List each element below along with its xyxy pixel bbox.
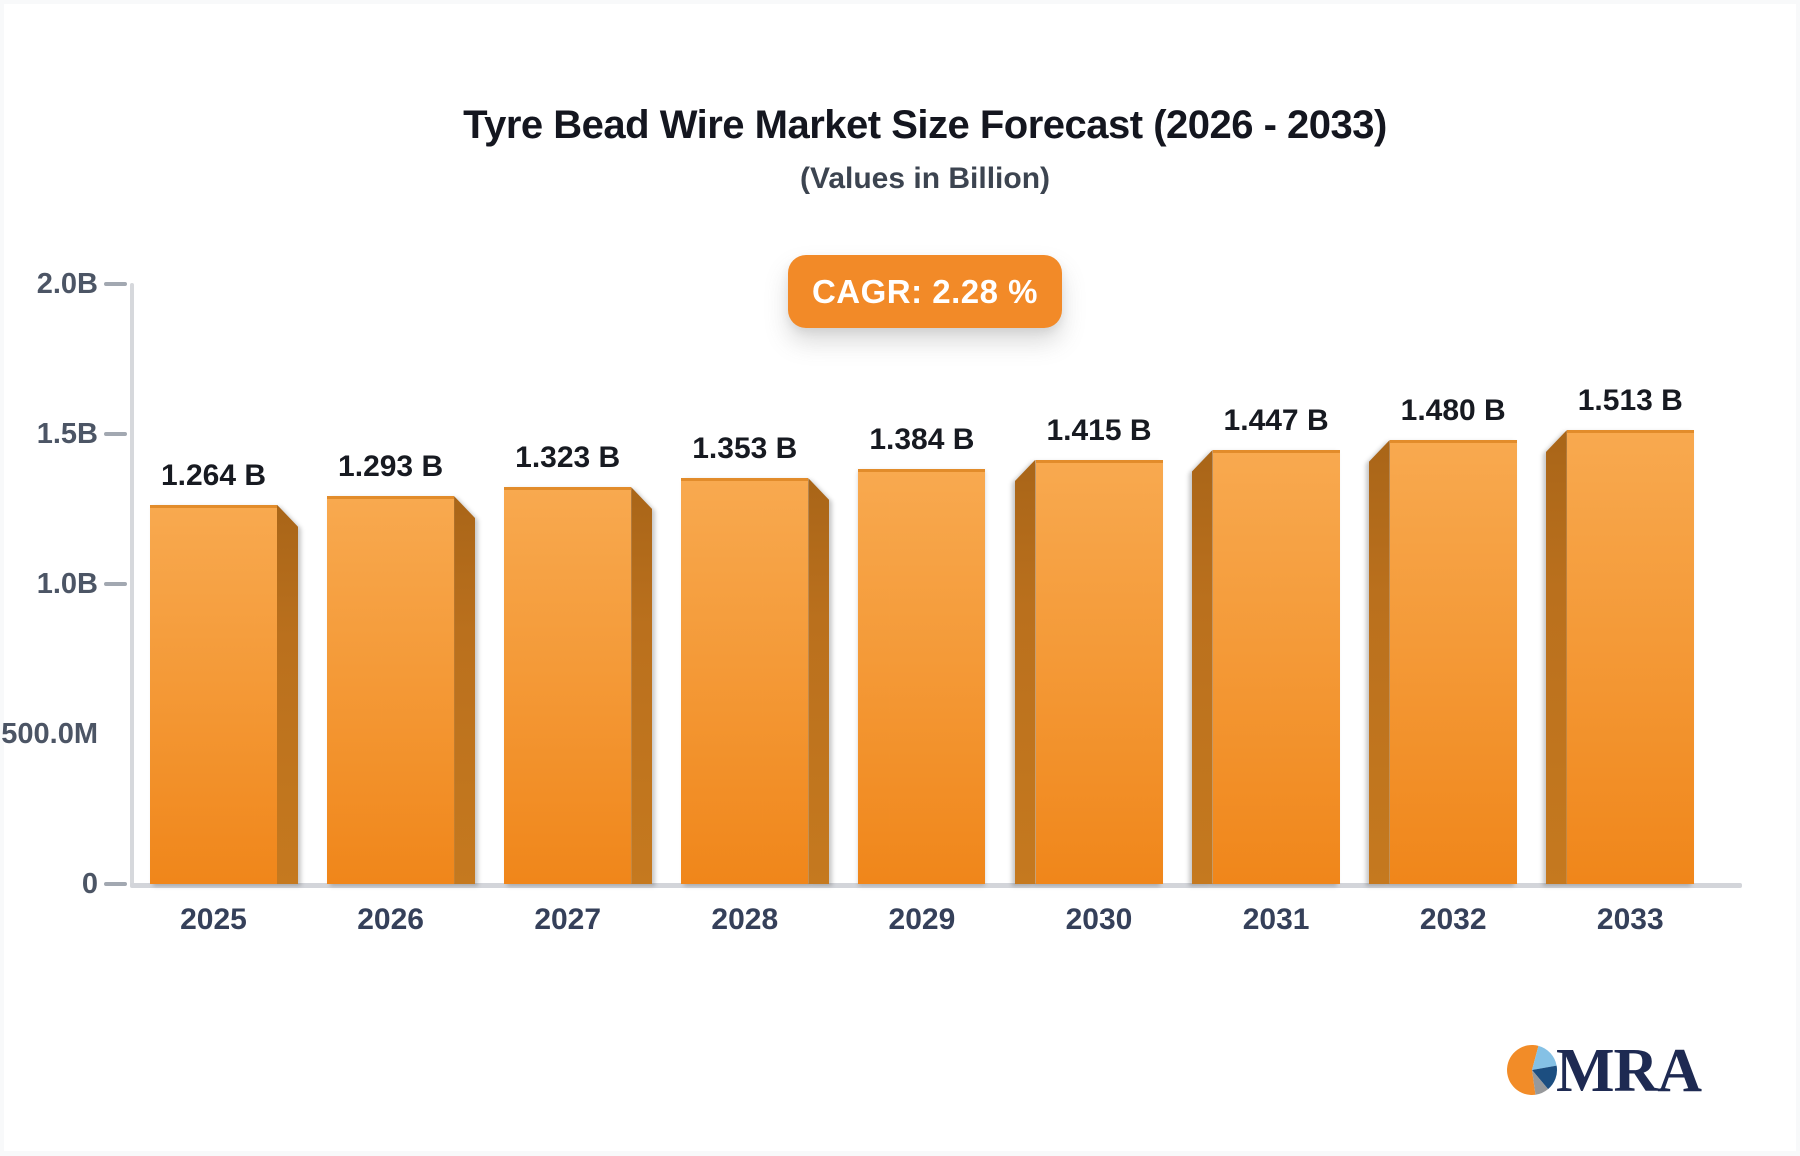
y-axis-tick-mark: [104, 282, 127, 286]
bar-side-face: [454, 496, 476, 884]
x-axis-line: [130, 883, 1742, 888]
bar-side-face: [1014, 459, 1036, 884]
bar-face: [150, 504, 277, 884]
bar-value-label: 1.323 B: [515, 441, 621, 475]
bar-value-label: 1.384 B: [869, 422, 975, 456]
bar-2033: [1545, 430, 1694, 884]
bar-face: [1212, 449, 1340, 884]
bar-2027: [504, 487, 653, 884]
y-axis-tick-label: 1.0B: [36, 568, 98, 600]
bar-2028: [681, 478, 830, 884]
bar-face: [504, 487, 632, 884]
bar-2032: [1368, 440, 1517, 884]
bar-face: [327, 496, 455, 884]
bar-side-face: [1191, 449, 1213, 884]
y-axis-tick-label: 500.0M: [1, 718, 98, 750]
bar-value-label: 1.353 B: [692, 432, 798, 466]
mra-logo: MRA: [1506, 1038, 1746, 1104]
bar-side-face: [808, 478, 830, 884]
bar-2030: [1014, 459, 1163, 884]
x-axis-label: 2026: [357, 903, 424, 936]
pie-chart-icon: [1507, 1045, 1557, 1096]
x-axis-label: 2029: [888, 903, 956, 936]
bar-face: [858, 468, 986, 884]
cagr-badge: CAGR: 2.28 %: [788, 255, 1062, 328]
y-axis-tick-mark: [104, 432, 127, 436]
x-axis-label: 2025: [180, 903, 247, 936]
bar-2025: [150, 504, 298, 884]
x-axis-label: 2030: [1065, 903, 1133, 936]
bar-2029: [858, 468, 986, 884]
y-axis-tick-label: 0: [81, 868, 98, 900]
pie-slice-gray: [1532, 1070, 1549, 1095]
y-axis-tick-label: 1.5B: [36, 418, 98, 450]
bar-2026: [327, 496, 476, 884]
pie-slice-light-blue: [1532, 1045, 1557, 1070]
bar-face: [681, 478, 809, 884]
y-axis-tick-label: 2.0B: [36, 268, 98, 300]
bar-value-label: 1.264 B: [160, 458, 267, 492]
chart-subtitle: (Values in Billion): [799, 162, 1051, 195]
y-axis-line: [130, 283, 134, 886]
page-title: Tyre Bead Wire Market Size Forecast (202…: [463, 103, 1387, 147]
bar-face: [1035, 459, 1163, 884]
bar-side-face: [277, 504, 298, 884]
bar-value-label: 1.447 B: [1223, 403, 1329, 437]
bar-side-face: [1368, 440, 1390, 884]
y-axis-tick-mark: [104, 582, 127, 586]
mra-logo-text: MRA: [1556, 1037, 1702, 1105]
bar-side-face: [1545, 430, 1567, 884]
x-axis-label: 2032: [1419, 903, 1487, 936]
bar-face: [1566, 430, 1694, 884]
bar-value-label: 1.480 B: [1400, 394, 1506, 427]
x-axis-label: 2033: [1596, 903, 1664, 936]
x-axis-label: 2028: [711, 903, 779, 936]
bar-value-label: 1.415 B: [1046, 413, 1152, 447]
bar-side-face: [631, 487, 653, 884]
bar-2031: [1191, 449, 1340, 884]
bar-value-label: 1.293 B: [338, 450, 444, 484]
x-axis-label: 2031: [1242, 903, 1310, 936]
pie-slice-orange: [1507, 1045, 1539, 1096]
pie-slice-navy: [1532, 1065, 1557, 1090]
bar-value-label: 1.513 B: [1577, 384, 1683, 418]
y-axis-tick-mark: [104, 882, 127, 886]
bar-face: [1389, 440, 1517, 884]
x-axis-label: 2027: [534, 903, 602, 936]
